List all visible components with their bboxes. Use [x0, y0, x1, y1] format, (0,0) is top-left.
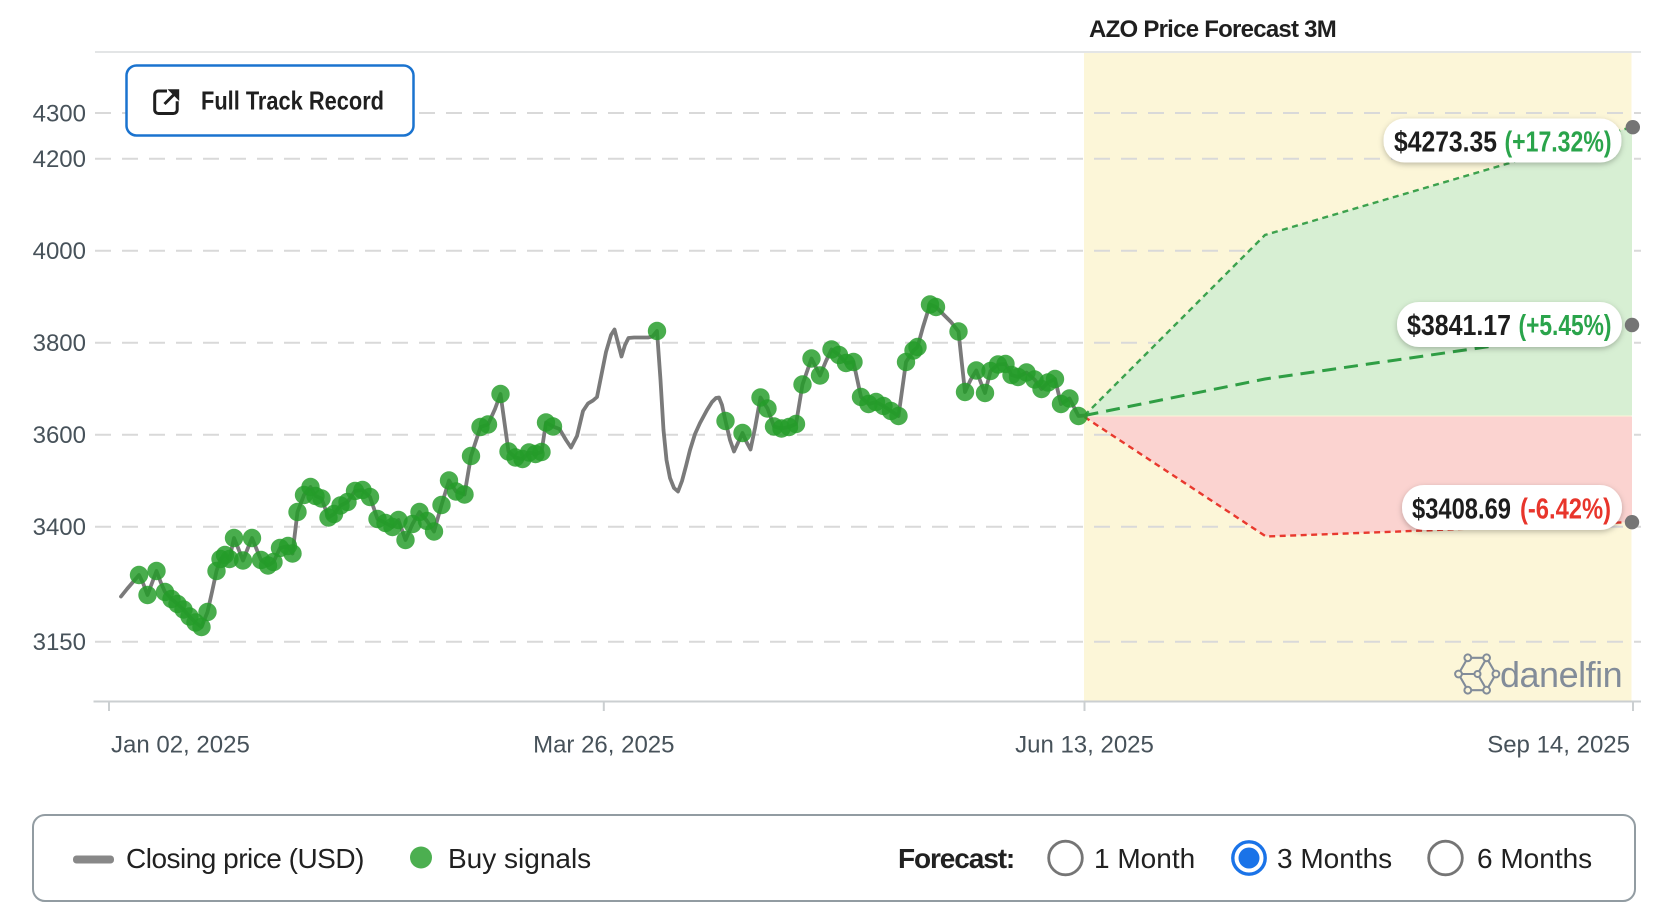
svg-text:4200: 4200	[33, 146, 86, 173]
svg-text:Jun 13, 2025: Jun 13, 2025	[1015, 732, 1154, 759]
svg-text:$3841.17: $3841.17	[1407, 310, 1511, 342]
svg-text:$4273.35: $4273.35	[1394, 127, 1497, 159]
svg-text:Mar 26, 2025: Mar 26, 2025	[533, 732, 674, 759]
svg-text:(+5.45%): (+5.45%)	[1519, 310, 1612, 342]
svg-text:(-6.42%): (-6.42%)	[1520, 494, 1611, 526]
svg-text:4300: 4300	[33, 101, 86, 128]
svg-text:Buy signals: Buy signals	[448, 843, 591, 874]
svg-text:$3408.69: $3408.69	[1412, 494, 1511, 526]
svg-text:3 Months: 3 Months	[1277, 843, 1392, 874]
svg-text:Jan 02, 2025: Jan 02, 2025	[111, 732, 250, 759]
svg-text:3800: 3800	[33, 330, 86, 357]
svg-text:danelfin: danelfin	[1500, 654, 1622, 695]
svg-text:AZO Price Forecast 3M: AZO Price Forecast 3M	[1089, 16, 1336, 43]
svg-text:1 Month: 1 Month	[1094, 843, 1195, 874]
svg-text:Forecast:: Forecast:	[898, 843, 1014, 874]
svg-text:6 Months: 6 Months	[1477, 843, 1592, 874]
svg-text:Sep 14, 2025: Sep 14, 2025	[1487, 732, 1630, 759]
svg-text:3150: 3150	[33, 629, 86, 656]
svg-text:4000: 4000	[33, 238, 86, 265]
svg-text:(+17.32%): (+17.32%)	[1505, 127, 1612, 159]
svg-text:Full Track Record: Full Track Record	[201, 86, 384, 116]
svg-text:Closing price (USD): Closing price (USD)	[126, 843, 364, 874]
svg-text:3600: 3600	[33, 422, 86, 449]
svg-text:3400: 3400	[33, 514, 86, 541]
